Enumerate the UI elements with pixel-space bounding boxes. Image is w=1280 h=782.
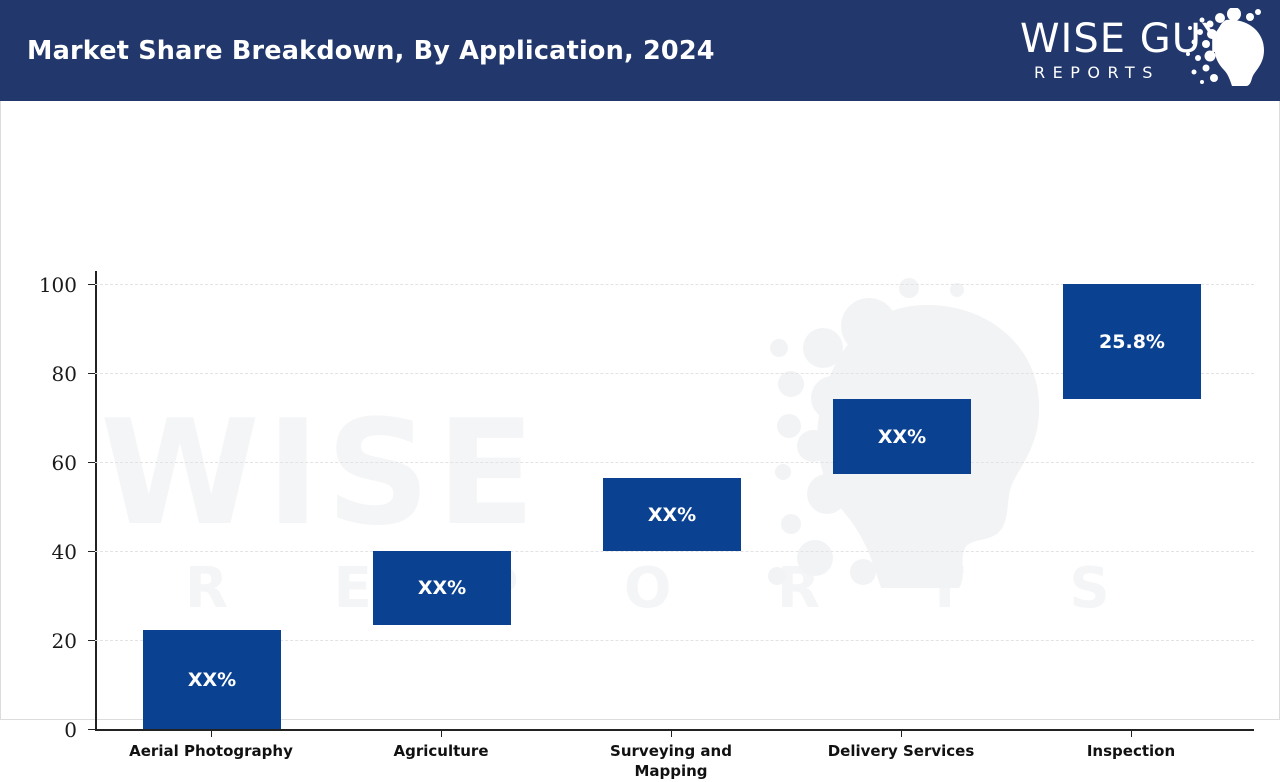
wise-guy-reports-logo: WISE GUY REPORTS [1014,8,1272,94]
page-header: Market Share Breakdown, By Application, … [0,0,1280,101]
page-title: Market Share Breakdown, By Application, … [27,36,715,66]
svg-text:WISE GUY: WISE GUY [1020,16,1227,62]
y-tick-60: 60 [52,451,95,475]
bar-label-delivery-services: XX% [877,425,927,448]
bar-label-inspection: 25.8% [1099,330,1165,353]
x-tick-5 [1131,729,1132,737]
x-label-aerial-photography: Aerial Photography [129,742,293,760]
x-label-surveying-and-mapping: Surveying and Mapping [610,742,732,780]
x-label-delivery-services: Delivery Services [827,742,975,760]
bar-delivery-services[interactable]: XX% [833,399,971,474]
x-tick-1 [211,729,212,737]
bar-aerial-photography[interactable]: XX% [143,630,281,729]
x-label-inspection: Inspection [1086,742,1176,760]
y-tick-20: 20 [52,629,95,653]
x-tick-2 [441,729,442,737]
y-tick-40: 40 [52,540,95,564]
y-tick-0: 0 [64,718,95,742]
bar-inspection[interactable]: 25.8% [1063,284,1201,399]
gridline-60 [95,462,1254,463]
x-axis-line [95,729,1254,731]
y-tick-label-20: 20 [51,629,77,653]
y-tick-label-0: 0 [64,718,77,742]
bar-label-surveying-and-mapping: XX% [647,503,697,526]
bar-label-agriculture: XX% [417,577,467,599]
x-label-agriculture: Agriculture [393,742,489,760]
plot-area: 100 80 60 40 20 0 XX% XX% [39,273,1254,780]
svg-text:REPORTS: REPORTS [1034,63,1160,82]
y-tick-label-40: 40 [51,540,77,564]
y-tick-label-80: 80 [51,362,77,386]
bar-agriculture[interactable]: XX% [373,551,511,625]
y-axis-line [95,271,97,730]
x-tick-4 [901,729,902,737]
y-tick-label-60: 60 [51,451,77,475]
logo-head-dots [1186,8,1264,86]
bar-label-aerial-photography: XX% [187,668,237,691]
bar-surveying-and-mapping[interactable]: XX% [603,478,741,551]
y-tick-100: 100 [39,273,95,297]
gridline-80 [95,373,1254,374]
gridline-40 [95,551,1254,552]
gridline-100 [95,284,1254,285]
y-tick-80: 80 [52,362,95,386]
chart-canvas: WISE R E P O R T S [0,101,1280,780]
x-tick-3 [671,729,672,737]
gridline-20 [95,640,1254,641]
y-tick-label-100: 100 [38,273,77,297]
